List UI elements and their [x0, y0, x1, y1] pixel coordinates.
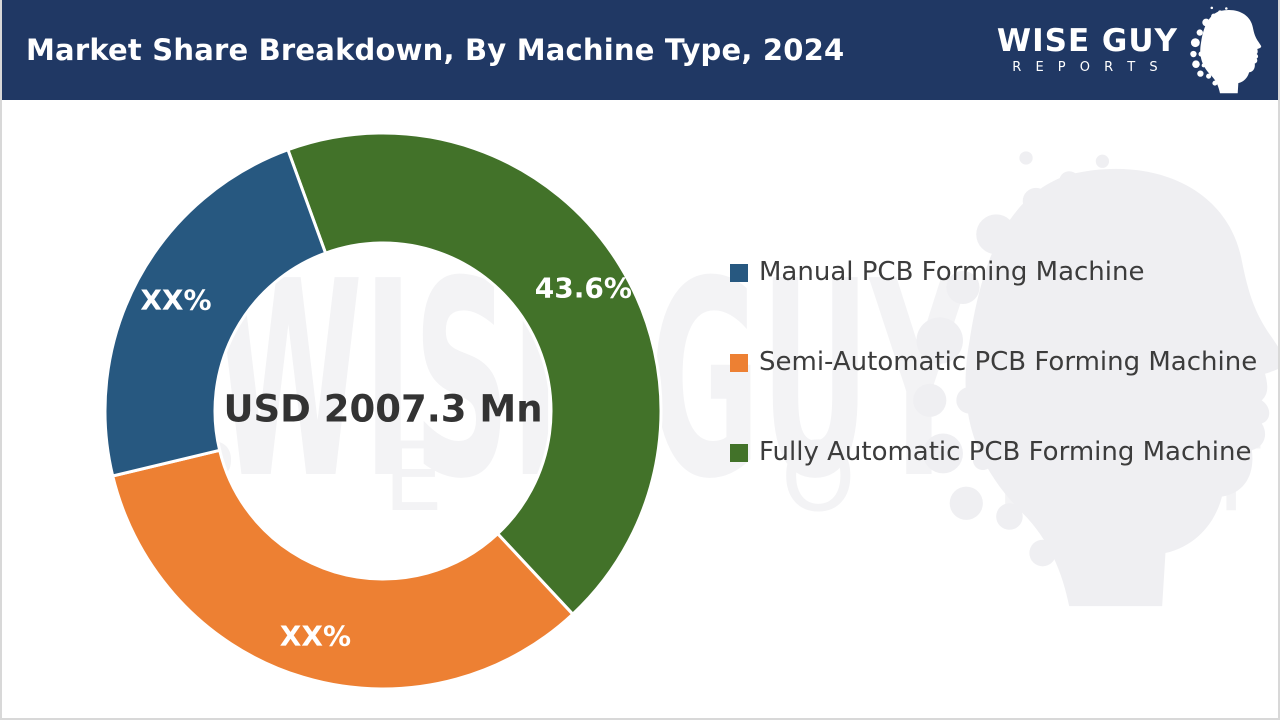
legend-label: Manual PCB Forming Machine: [759, 257, 1145, 287]
page-title: Market Share Breakdown, By Machine Type,…: [26, 33, 845, 67]
legend-swatch: [730, 353, 748, 372]
segment-label: XX%: [280, 620, 351, 653]
wiseguy-logo: WISE GUY R E P O R T S: [997, 6, 1272, 94]
segment-label: 43.6%: [535, 272, 632, 305]
header: Market Share Breakdown, By Machine Type,…: [2, 0, 1278, 100]
segment-label: XX%: [140, 283, 211, 316]
center-label: USD 2007.3 Mn: [223, 387, 543, 431]
legend-item: Fully Automatic PCB Forming Machine: [730, 436, 1257, 468]
legend-label: Fully Automatic PCB Forming Machine: [759, 436, 1252, 467]
legend-item: Semi-Automatic PCB Forming Machine: [730, 346, 1258, 378]
legend: Manual PCB Forming Machine Semi-Automatic…: [730, 257, 1258, 468]
legend-item: Manual PCB Forming Machine: [730, 257, 1257, 288]
legend-swatch: [730, 443, 748, 462]
donut-segment: [110, 448, 575, 691]
legend-label: Semi-Automatic PCB Forming Machine: [759, 346, 1258, 377]
legend-swatch: [730, 263, 748, 282]
logo-face-icon: [1190, 6, 1262, 94]
logo-wordmark: WISE GUY: [996, 23, 1178, 59]
donut-segment: [285, 131, 663, 617]
donut-segment: [103, 147, 328, 478]
logo-subtitle: R E P O R T S: [1012, 60, 1163, 75]
logo-text: WISE GUY R E P O R T S: [996, 23, 1178, 75]
